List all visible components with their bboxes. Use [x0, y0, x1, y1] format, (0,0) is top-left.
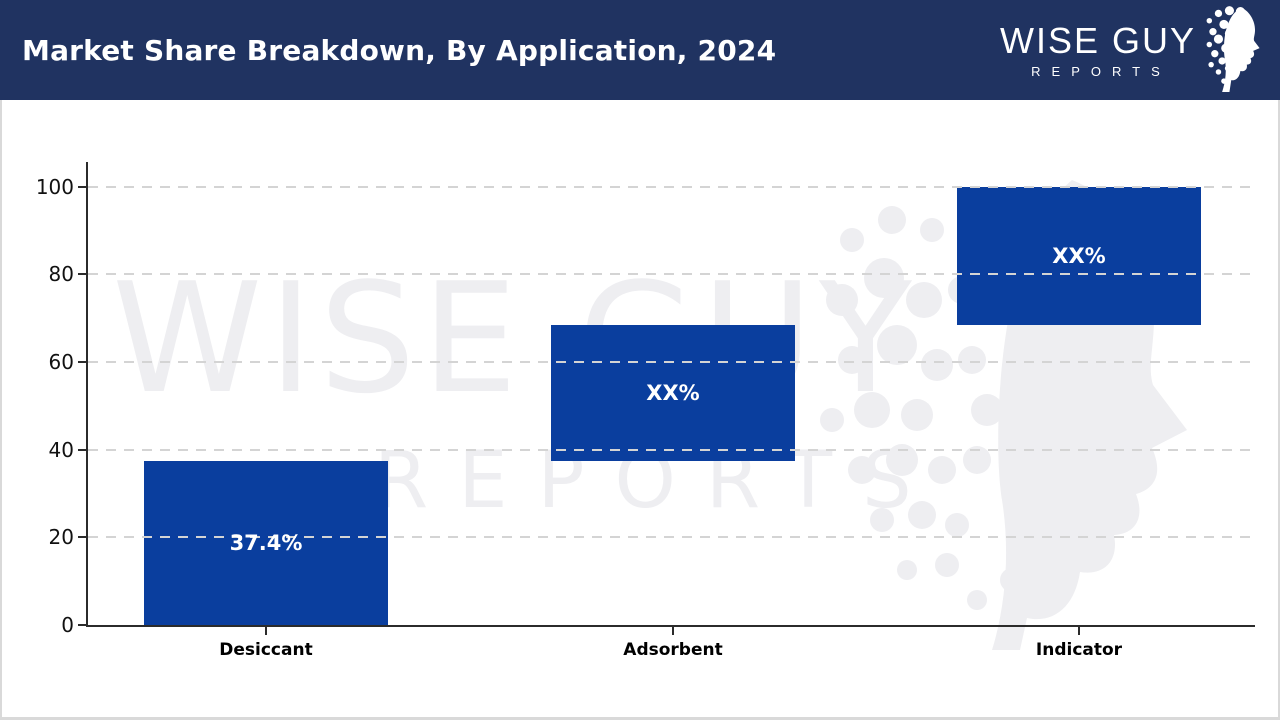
y-tick-mark-0 — [78, 624, 86, 626]
bar-value-label-adsorbent: XX% — [646, 380, 700, 405]
x-category-label-adsorbent: Adsorbent — [623, 640, 723, 660]
bar-value-label-desiccant: 37.4% — [229, 530, 303, 555]
y-tick-label-0: 0 — [61, 613, 74, 637]
x-tick-mark-desiccant — [265, 627, 267, 635]
y-tick-mark-80 — [78, 273, 86, 276]
x-tick-mark-adsorbent — [672, 627, 674, 635]
chart-title: Market Share Breakdown, By Application, … — [22, 33, 777, 67]
grid-line-40 — [88, 448, 1255, 451]
bar-adsorbent — [551, 324, 795, 461]
y-axis-line — [86, 162, 88, 627]
grid-line-60 — [88, 360, 1255, 363]
bar-value-label-indicator: XX% — [1052, 243, 1106, 268]
y-tick-label-100: 100 — [35, 174, 74, 199]
y-tick-mark-100 — [78, 185, 86, 188]
y-tick-label-20: 20 — [48, 525, 74, 550]
chart-canvas: WISE GUY REPORTS 0 20 40 60 80 100 37.4% Desicc… — [0, 100, 1280, 720]
logo-wordmark: WISE GUY — [999, 19, 1196, 61]
bar-indicator — [957, 186, 1201, 325]
x-axis-line — [86, 625, 1255, 627]
header-bar: Market Share Breakdown, By Application, … — [0, 0, 1280, 100]
logo-face-icon — [1206, 6, 1260, 93]
y-tick-mark-40 — [78, 448, 86, 451]
y-tick-mark-60 — [78, 360, 86, 363]
grid-line-100 — [88, 185, 1255, 188]
grid-line-20 — [88, 536, 1255, 539]
y-tick-label-40: 40 — [48, 437, 74, 462]
logo-text: WISE GUY REPORTS — [999, 19, 1196, 79]
y-tick-label-80: 80 — [48, 262, 74, 287]
wise-guy-logo: WISE GUY REPORTS — [1000, 4, 1266, 96]
grid-line-80 — [88, 273, 1255, 276]
y-tick-label-60: 60 — [48, 349, 74, 374]
x-category-label-indicator: Indicator — [1035, 640, 1123, 660]
logo-subtext: REPORTS — [1031, 63, 1171, 79]
bar-desiccant — [144, 461, 388, 625]
x-category-label-desiccant: Desiccant — [219, 640, 313, 660]
x-tick-mark-indicator — [1078, 627, 1080, 635]
y-tick-mark-20 — [78, 536, 86, 539]
